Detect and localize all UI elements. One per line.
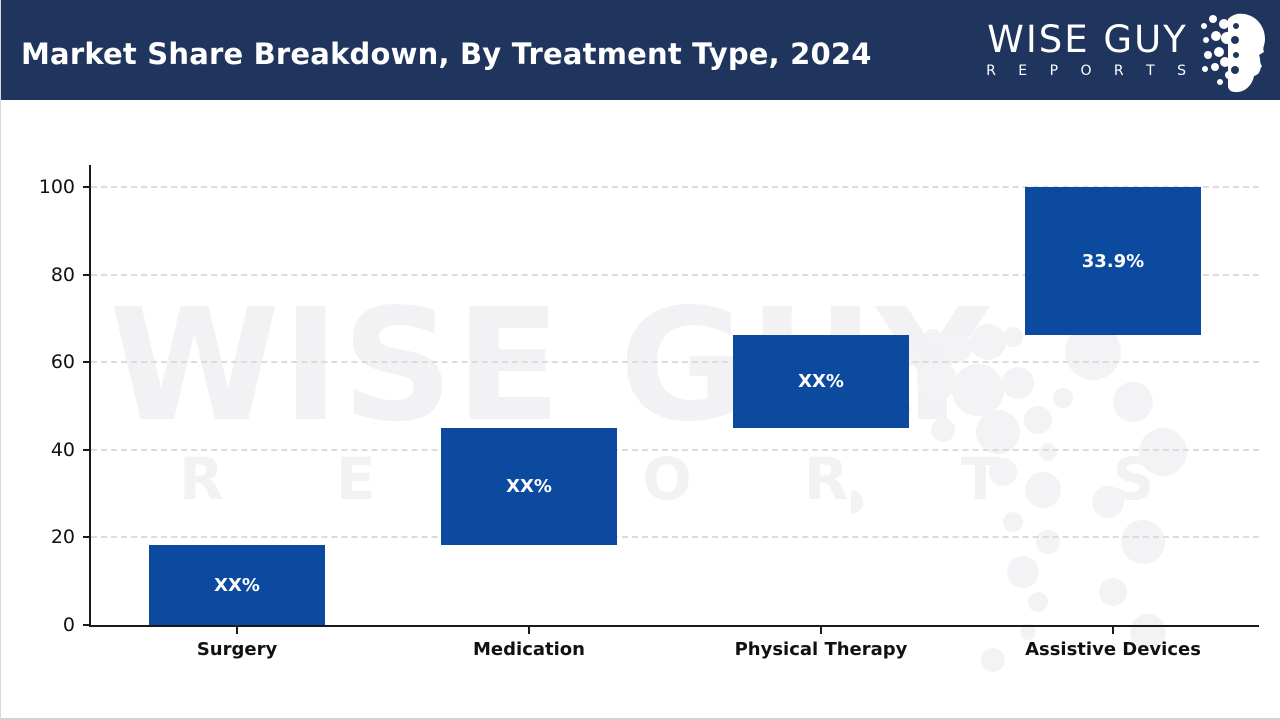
brand-logo: WISE GUY R E P O R T S bbox=[986, 6, 1267, 96]
x-axis-tick-mark bbox=[528, 625, 530, 634]
bar-segment: 33.9% bbox=[1025, 186, 1201, 336]
bar-segment: XX% bbox=[149, 545, 325, 625]
gridline bbox=[91, 448, 1259, 451]
bar-value-label: 33.9% bbox=[1081, 250, 1145, 272]
y-axis-tick-mark bbox=[83, 448, 91, 451]
x-category-label: Surgery bbox=[196, 639, 278, 660]
y-axis-tick-label: 0 bbox=[62, 614, 75, 636]
bar-value-label: XX% bbox=[214, 574, 260, 596]
header-banner: Market Share Breakdown, By Treatment Typ… bbox=[1, 0, 1280, 100]
gridline bbox=[91, 361, 1259, 364]
face-dots-logo-icon bbox=[1201, 13, 1265, 93]
gridline bbox=[91, 536, 1259, 539]
x-category-label: Assistive Devices bbox=[1025, 639, 1201, 660]
gridline bbox=[91, 273, 1259, 276]
y-axis-tick-label: 80 bbox=[50, 263, 75, 286]
brand-name: WISE GUY bbox=[987, 18, 1188, 61]
x-axis-tick-mark bbox=[820, 625, 822, 634]
gridline bbox=[91, 185, 1259, 188]
y-axis-tick-mark bbox=[83, 624, 91, 626]
bar-segment: XX% bbox=[733, 335, 909, 429]
y-axis-tick-label: 20 bbox=[50, 526, 75, 549]
plot-area: 0 20 40 60 80 100 XX% Surgery XX% Medication XX% Ph… bbox=[39, 165, 1259, 660]
x-axis-tick-mark bbox=[236, 625, 238, 634]
bar-value-label: XX% bbox=[798, 371, 844, 393]
brand-logo-text: WISE GUY R E P O R T S bbox=[980, 18, 1195, 79]
y-axis-tick-label: 60 bbox=[50, 351, 75, 374]
x-axis-tick-mark bbox=[1112, 625, 1114, 634]
y-axis-tick-label: 40 bbox=[50, 438, 75, 461]
y-axis-tick-mark bbox=[83, 273, 91, 276]
page-title: Market Share Breakdown, By Treatment Typ… bbox=[21, 37, 872, 71]
y-axis-tick-mark bbox=[83, 185, 91, 188]
y-axis-tick-mark bbox=[83, 361, 91, 364]
chart-canvas: WISE GUY R E P O R T S 0 20 40 60 80 100 XX% Su… bbox=[1, 100, 1280, 718]
bar-segment: XX% bbox=[441, 428, 617, 546]
y-axis-tick-label: 100 bbox=[38, 175, 75, 198]
y-axis-tick-mark bbox=[83, 536, 91, 539]
brand-subname: R E P O R T S bbox=[986, 62, 1195, 79]
x-category-label: Physical Therapy bbox=[734, 639, 908, 660]
bar-value-label: XX% bbox=[506, 476, 552, 498]
x-category-label: Medication bbox=[473, 639, 585, 660]
